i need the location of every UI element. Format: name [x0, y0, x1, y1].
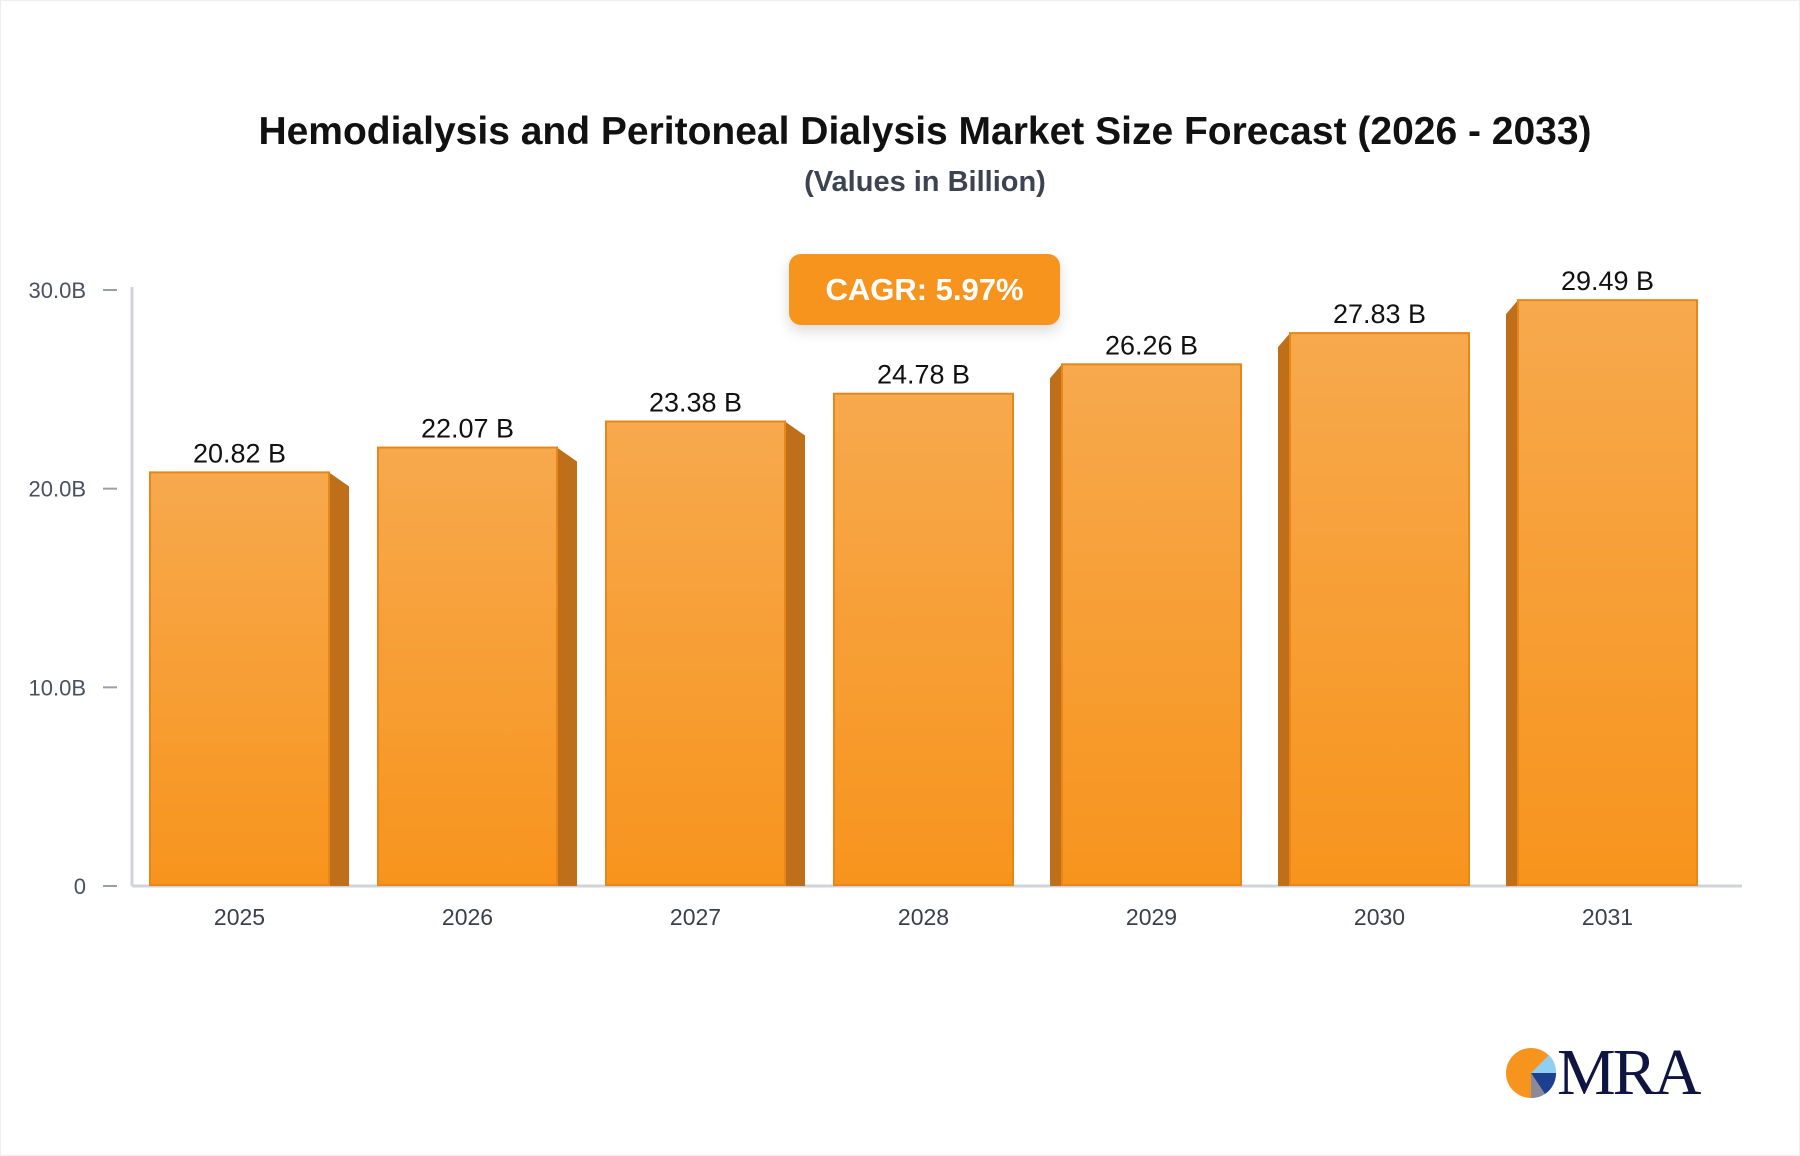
- bar: [377, 446, 558, 886]
- pie-logo-icon: [1506, 1048, 1557, 1099]
- x-tick-label: 2025: [214, 904, 265, 930]
- data-label: 23.38 B: [649, 388, 742, 418]
- x-tick-label: 2029: [1126, 904, 1177, 930]
- bar: [605, 420, 786, 886]
- bar-side: [785, 421, 805, 886]
- bar-side: [1506, 300, 1518, 887]
- bar: [1517, 299, 1698, 886]
- bar-side: [557, 447, 577, 886]
- bar-side: [1050, 364, 1062, 886]
- x-tick-label: 2028: [898, 904, 949, 930]
- x-tick-label: 2026: [442, 904, 493, 930]
- data-label: 20.82 B: [193, 438, 286, 468]
- y-tick-label: 0: [74, 874, 86, 899]
- x-tick-label: 2027: [670, 904, 721, 930]
- data-label: 26.26 B: [1105, 330, 1198, 360]
- y-tick-label: 20.0B: [29, 477, 87, 502]
- bar: [1289, 332, 1470, 886]
- chart-subtitle: (Values in Billion): [804, 166, 1046, 198]
- bar: [1061, 363, 1242, 886]
- y-tick-label: 10.0B: [29, 675, 87, 700]
- chart-title: Hemodialysis and Peritoneal Dialysis Mar…: [258, 110, 1592, 153]
- y-tick-label: 30.0B: [29, 278, 87, 303]
- bar: [833, 392, 1014, 886]
- logo-text: MRA: [1557, 1036, 1701, 1109]
- x-tick-label: 2030: [1354, 904, 1405, 930]
- data-label: 27.83 B: [1333, 299, 1426, 329]
- x-tick-label: 2031: [1582, 904, 1633, 930]
- data-label: 22.07 B: [421, 414, 514, 444]
- mra-logo: MRA: [1505, 1036, 1701, 1109]
- bar: [149, 471, 330, 886]
- data-label: 24.78 B: [877, 360, 970, 390]
- cagr-badge: CAGR: 5.97%: [789, 254, 1060, 325]
- bar-side: [1278, 333, 1290, 886]
- data-label: 29.49 B: [1561, 266, 1654, 296]
- bar-side: [329, 472, 349, 886]
